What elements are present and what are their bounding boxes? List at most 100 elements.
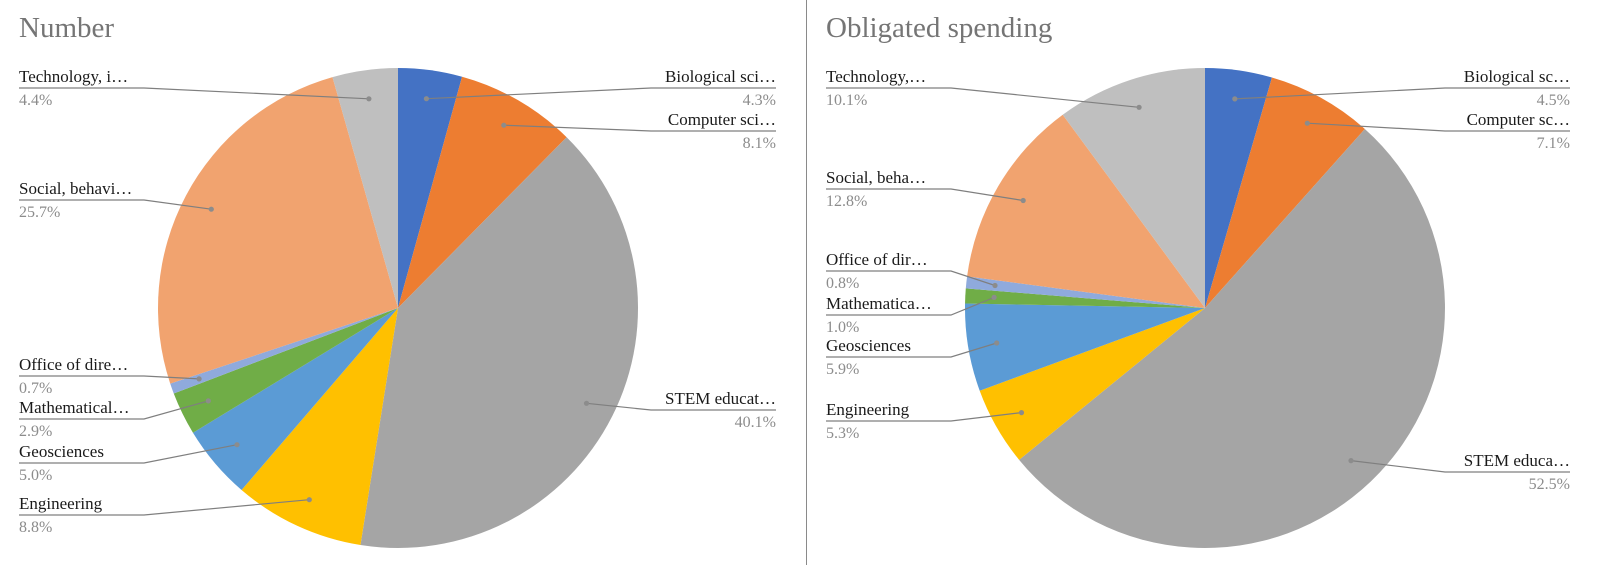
leader-dot bbox=[1304, 120, 1310, 126]
pie-chart-number: Biological sci… 4.3%Computer sci… 8.1% STEM… bbox=[19, 67, 776, 549]
leader-dot bbox=[1018, 410, 1025, 416]
slice-label: Biological sc… bbox=[1464, 67, 1570, 86]
slice-label: Computer sci… bbox=[668, 110, 776, 129]
leader-dot bbox=[991, 294, 997, 300]
pie-slices-obligated bbox=[964, 68, 1445, 548]
leader-dot bbox=[208, 206, 214, 212]
slice-value-label: 12.8% bbox=[826, 193, 867, 210]
pie-slice bbox=[964, 303, 1205, 391]
leader-dot bbox=[423, 96, 429, 102]
slice-value-label: 0.7% bbox=[19, 380, 52, 397]
pie-slice bbox=[1205, 68, 1272, 308]
chart-title-number: Number bbox=[19, 12, 115, 44]
pie-slice bbox=[965, 288, 1205, 308]
leader-dot bbox=[994, 340, 1000, 346]
slice-value-label: 1.0% bbox=[826, 319, 859, 336]
pie-slice bbox=[1205, 77, 1365, 308]
leader-dot bbox=[306, 497, 312, 503]
slice-label: Office of dire… bbox=[19, 355, 128, 374]
leader-line bbox=[19, 199, 212, 210]
leader-dot bbox=[583, 400, 590, 406]
pie-slice bbox=[1019, 128, 1445, 548]
pie-labels-obligated: Biological sc… 4.5%Computer sc… 7.1% STEM e… bbox=[826, 67, 1570, 493]
pie-slice bbox=[967, 114, 1205, 308]
leader-dot bbox=[501, 122, 507, 128]
leader-line bbox=[19, 400, 209, 420]
slice-label: STEM educa… bbox=[1464, 451, 1570, 470]
slice-label: Geosciences bbox=[826, 336, 911, 355]
leader-dot bbox=[1232, 96, 1238, 102]
slice-value-label: 10.1% bbox=[826, 92, 867, 109]
pie-slice bbox=[170, 308, 398, 394]
slice-label: STEM educat… bbox=[665, 389, 776, 408]
slice-value-label: 7.1% bbox=[1537, 135, 1570, 152]
pie-slice bbox=[332, 68, 398, 308]
slice-value-label: 0.8% bbox=[826, 275, 859, 292]
slice-label: Technology, i… bbox=[19, 67, 128, 86]
pie-slice bbox=[192, 308, 398, 491]
slice-label: Geosciences bbox=[19, 442, 104, 461]
leader-line bbox=[586, 402, 776, 411]
leader-line bbox=[826, 342, 997, 358]
leader-line bbox=[19, 375, 200, 380]
leader-line bbox=[826, 296, 995, 316]
slice-label: Technology,… bbox=[826, 67, 926, 86]
slice-label: Engineering bbox=[19, 494, 103, 513]
pie-slice bbox=[360, 137, 639, 549]
leader-dot bbox=[1348, 458, 1354, 464]
leader-line bbox=[19, 87, 369, 100]
slice-label: Computer sc… bbox=[1467, 110, 1570, 129]
slice-value-label: 4.4% bbox=[19, 92, 52, 109]
slice-value-label: 2.9% bbox=[19, 423, 52, 440]
pie-slice bbox=[158, 77, 398, 384]
leader-line bbox=[826, 270, 996, 287]
slice-label: Engineering bbox=[826, 400, 910, 419]
slice-value-label: 25.7% bbox=[19, 204, 60, 221]
leader-dot bbox=[205, 398, 211, 404]
leader-dot bbox=[1136, 104, 1142, 110]
leader-dot bbox=[366, 96, 372, 102]
pie-slice bbox=[173, 308, 398, 433]
pie-slice bbox=[241, 308, 398, 546]
slice-label: Mathematical… bbox=[19, 398, 129, 417]
slice-value-label: 40.1% bbox=[735, 414, 776, 431]
leader-line bbox=[503, 124, 776, 132]
slice-value-label: 52.5% bbox=[1529, 476, 1570, 493]
pie-labels-number: Biological sci… 4.3%Computer sci… 8.1% STEM… bbox=[19, 67, 776, 536]
pie-chart-obligated-spending: Biological sc… 4.5%Computer sc… 7.1% STEM e… bbox=[826, 67, 1570, 548]
leader-dot bbox=[196, 376, 202, 382]
leader-line bbox=[826, 188, 1024, 202]
slice-value-label: 8.1% bbox=[743, 135, 776, 152]
slice-label: Biological sci… bbox=[665, 67, 776, 86]
slice-value-label: 5.9% bbox=[826, 361, 859, 378]
leader-dot bbox=[1020, 197, 1026, 204]
chart-panel-number: Biological sci… 4.3% Computer sci… 8.1% STEM… bbox=[19, 12, 776, 549]
pie-slice bbox=[398, 68, 463, 308]
slice-label: Social, beha… bbox=[826, 168, 926, 187]
chart-title-obligated-spending: Obligated spending bbox=[826, 12, 1053, 44]
slice-value-label: 8.8% bbox=[19, 519, 52, 536]
leader-line bbox=[1307, 122, 1570, 132]
slice-value-label: 4.5% bbox=[1537, 92, 1570, 109]
slice-value-label: 5.0% bbox=[19, 467, 52, 484]
slice-value-label: 4.3% bbox=[743, 92, 776, 109]
leader-dot bbox=[992, 282, 998, 289]
pie-slice bbox=[398, 76, 567, 309]
leader-dot bbox=[234, 442, 240, 448]
panel-divider bbox=[806, 0, 807, 565]
pie-slice bbox=[965, 276, 1205, 308]
pie-slices-number bbox=[158, 68, 639, 549]
pie-slice bbox=[979, 308, 1205, 460]
slice-label: Social, behavi… bbox=[19, 179, 132, 198]
slice-value-label: 5.3% bbox=[826, 425, 859, 442]
pie-slice bbox=[1062, 68, 1205, 308]
leader-line bbox=[1234, 87, 1570, 100]
leader-line bbox=[826, 87, 1140, 108]
slice-label: Mathematica… bbox=[826, 294, 932, 313]
chart-panel-obligated-spending: Biological sc… 4.5% Computer sc… 7.1% STEM e… bbox=[807, 0, 1600, 565]
leader-line bbox=[19, 444, 238, 464]
leader-line bbox=[426, 87, 776, 100]
leader-line bbox=[19, 499, 310, 516]
slice-label: Office of dir… bbox=[826, 250, 928, 269]
leader-line bbox=[1350, 460, 1570, 473]
